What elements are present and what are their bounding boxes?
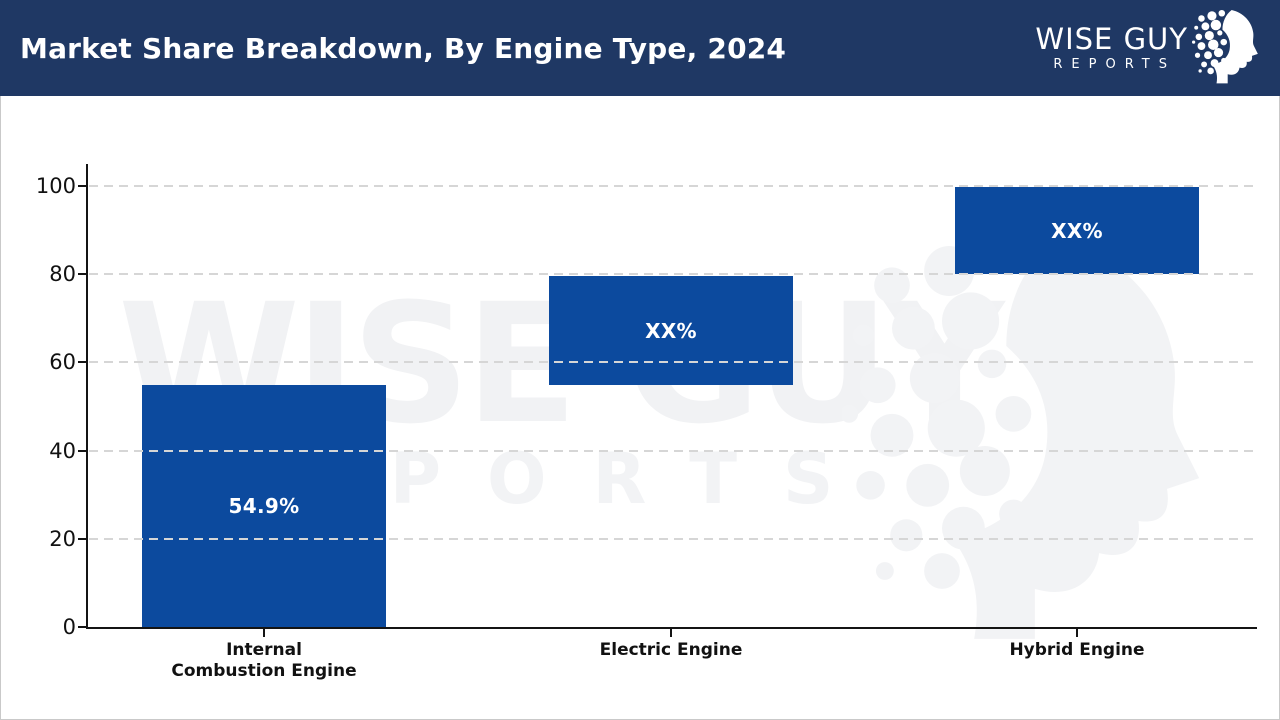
bar-value-label: XX% (1051, 218, 1103, 243)
gridline-100 (89, 185, 1256, 187)
bar-internal-combustion-engine: 54.9% (142, 384, 386, 627)
x-tick-electric-engine (670, 629, 672, 637)
x-axis-label-hybrid-engine: Hybrid Engine (917, 640, 1237, 661)
y-tick-label: 0 (62, 615, 76, 639)
bar-value-label: 54.9% (228, 493, 300, 518)
x-axis-label-line: Combustion Engine (171, 661, 357, 681)
y-tick-label: 100 (35, 174, 76, 198)
y-axis-line (86, 164, 88, 629)
x-tick-internal-combustion-engine (263, 629, 265, 637)
bar-hybrid-engine: XX% (955, 186, 1199, 275)
y-tick-100 (78, 185, 86, 187)
gridline-80 (89, 273, 1256, 276)
gridline-60 (89, 361, 1256, 364)
gridline-20 (89, 537, 1256, 540)
gridline-40 (89, 449, 1256, 452)
brand-subtitle: REPORTS (1053, 57, 1176, 72)
y-tick-label: 20 (49, 526, 76, 551)
x-axis-label-internal-combustion-engine: Internal Combustion Engine (104, 640, 424, 682)
x-axis-line (86, 627, 1257, 629)
x-axis-label-line: Internal (226, 640, 302, 660)
brand-text: WISE GUY REPORTS (1035, 24, 1188, 72)
wiseguy-face-icon (1192, 9, 1258, 84)
brand-logo: WISE GUY REPORTS (1035, 8, 1266, 88)
y-tick-20 (78, 537, 86, 540)
y-tick-40 (78, 449, 86, 452)
y-tick-label: 40 (49, 438, 76, 463)
y-tick-80 (78, 273, 86, 276)
brand-name: WISE GUY (1035, 22, 1188, 56)
x-axis-label-electric-engine: Electric Engine (511, 640, 831, 661)
bar-electric-engine: XX% (549, 276, 793, 385)
bar-value-label: XX% (645, 318, 697, 343)
y-tick-60 (78, 361, 86, 364)
x-tick-hybrid-engine (1076, 629, 1078, 637)
header: Market Share Breakdown, By Engine Type, … (0, 0, 1280, 96)
y-tick-label: 60 (49, 350, 76, 375)
y-tick-label: 80 (49, 262, 76, 287)
page-title: Market Share Breakdown, By Engine Type, … (20, 31, 787, 65)
x-axis-label-line: Hybrid Engine (1009, 640, 1145, 660)
y-tick-0 (78, 626, 86, 628)
x-axis-label-line: Electric Engine (599, 640, 743, 660)
